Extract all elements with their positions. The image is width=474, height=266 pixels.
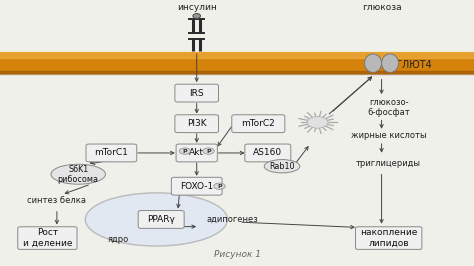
Circle shape — [307, 117, 328, 128]
FancyBboxPatch shape — [232, 115, 285, 133]
Ellipse shape — [51, 164, 105, 184]
Ellipse shape — [365, 54, 382, 72]
Text: P: P — [182, 149, 187, 153]
Text: PI3K: PI3K — [187, 119, 207, 128]
FancyBboxPatch shape — [176, 144, 217, 162]
FancyBboxPatch shape — [86, 144, 137, 162]
Ellipse shape — [193, 14, 201, 18]
Text: инсулин: инсулин — [177, 3, 217, 13]
Text: IRS: IRS — [190, 89, 204, 98]
FancyBboxPatch shape — [356, 227, 422, 250]
Text: ГЛЮТ4: ГЛЮТ4 — [396, 60, 431, 70]
FancyBboxPatch shape — [18, 227, 77, 250]
Text: P: P — [217, 184, 222, 189]
Circle shape — [179, 148, 191, 154]
Circle shape — [214, 183, 225, 189]
Text: Rab10: Rab10 — [269, 162, 295, 171]
Text: mTorC2: mTorC2 — [241, 119, 275, 128]
Bar — [0, 52, 474, 74]
Text: адипогенез: адипогенез — [206, 215, 258, 224]
FancyBboxPatch shape — [172, 177, 222, 195]
Text: триглицериды: триглицериды — [356, 159, 421, 168]
Text: Рисунок 1: Рисунок 1 — [213, 250, 261, 259]
FancyBboxPatch shape — [175, 115, 219, 133]
Text: глюкозо-
6-фосфат: глюкозо- 6-фосфат — [367, 98, 410, 117]
Text: P: P — [206, 149, 211, 153]
FancyBboxPatch shape — [138, 211, 184, 228]
Text: FOXO-1: FOXO-1 — [180, 182, 213, 191]
Text: AS160: AS160 — [253, 148, 283, 157]
FancyBboxPatch shape — [175, 84, 219, 102]
Circle shape — [203, 148, 214, 154]
Text: S6K1
рибосома: S6K1 рибосома — [58, 165, 99, 184]
Text: ядро: ядро — [108, 235, 129, 244]
Ellipse shape — [85, 193, 228, 246]
Text: глюкоза: глюкоза — [362, 3, 401, 13]
Text: синтез белка: синтез белка — [27, 196, 86, 205]
Text: жирные кислоты: жирные кислоты — [351, 131, 427, 140]
Text: накопление
липидов: накопление липидов — [360, 228, 418, 248]
Text: Рост
и деление: Рост и деление — [23, 228, 72, 248]
Text: Akt: Akt — [189, 148, 204, 157]
Ellipse shape — [264, 160, 300, 173]
FancyBboxPatch shape — [245, 144, 291, 162]
Text: mTorC1: mTorC1 — [94, 148, 128, 157]
Text: PPARγ: PPARγ — [147, 215, 175, 224]
Ellipse shape — [382, 54, 399, 72]
